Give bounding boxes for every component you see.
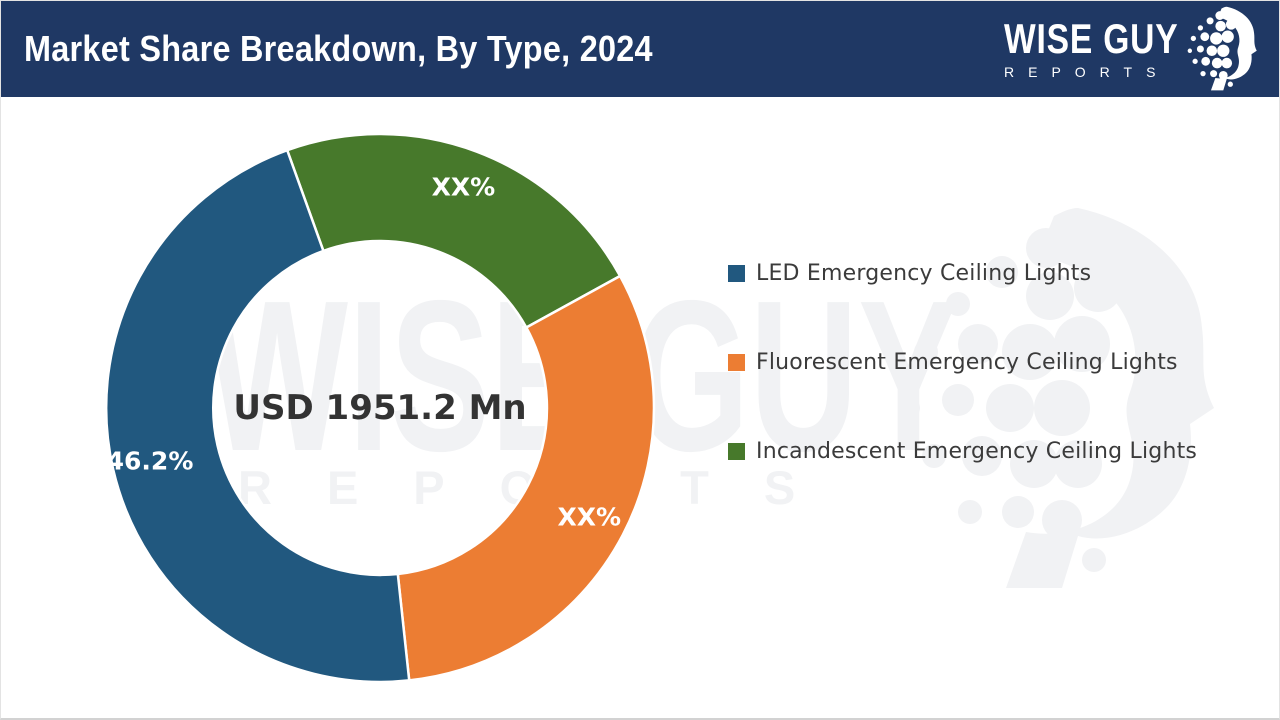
slice-label-led: 46.2%: [106, 446, 194, 476]
chart-legend: LED Emergency Ceiling Lights Fluorescent…: [728, 257, 1197, 524]
legend-label-incandescent: Incandescent Emergency Ceiling Lights: [756, 438, 1198, 464]
legend-item-led: LED Emergency Ceiling Lights: [728, 257, 1197, 289]
logo-reports-text: REPORTS: [1004, 63, 1170, 80]
logo-head-icon: [1187, 6, 1257, 90]
slice-label-fluorescent: XX%: [557, 502, 622, 532]
legend-swatch-incandescent: [728, 442, 745, 460]
legend-swatch-led: [728, 264, 745, 282]
legend-label-fluorescent: Fluorescent Emergency Ceiling Lights: [756, 349, 1178, 375]
donut-slice-3: [105, 148, 411, 684]
header-bar: Market Share Breakdown, By Type, 2024 WI…: [0, 0, 1280, 97]
logo-wordmark: WISE GUY: [1004, 14, 1179, 62]
legend-swatch-fluorescent: [728, 353, 745, 371]
legend-item-incandescent: Incandescent Emergency Ceiling Lights: [728, 435, 1197, 467]
donut-center-value: USD 1951.2 Mn: [233, 388, 527, 428]
donut-slice-1: [285, 132, 622, 330]
legend-item-fluorescent: Fluorescent Emergency Ceiling Lights: [728, 346, 1197, 378]
slice-label-incandescent: XX%: [431, 172, 496, 202]
wise-guy-logo: WISE GUY REPORTS: [1004, 5, 1262, 93]
page-title: Market Share Breakdown, By Type, 2024: [24, 27, 653, 69]
donut-slice-2: [396, 274, 656, 682]
legend-label-led: LED Emergency Ceiling Lights: [756, 260, 1092, 286]
